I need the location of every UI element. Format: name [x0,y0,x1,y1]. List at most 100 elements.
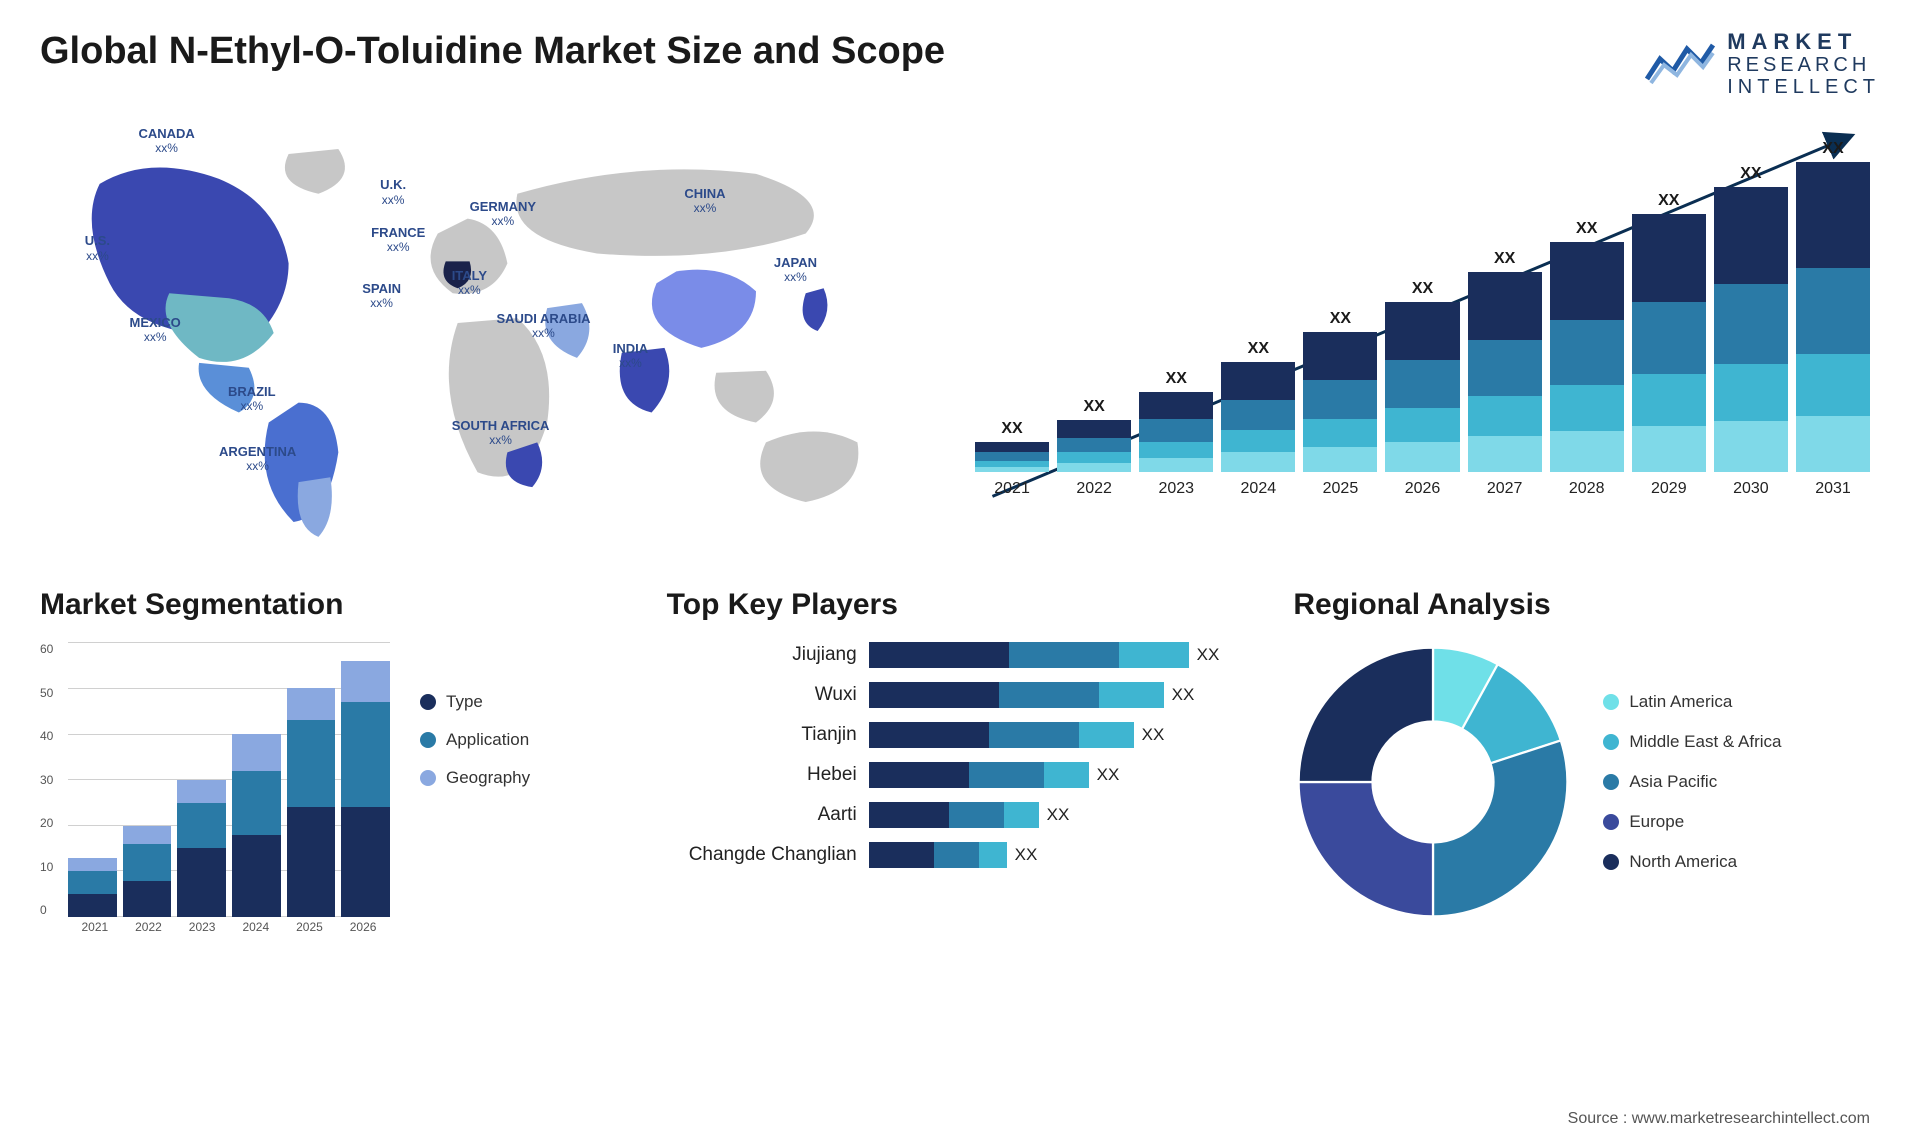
seg-year-label: 2026 [350,920,377,942]
growth-bar: XX2022 [1057,398,1131,498]
legend-label: Middle East & Africa [1629,732,1781,752]
keyplayer-value: XX [1097,765,1120,785]
keyplayer-row: Wuxi XX [667,682,1254,708]
legend-label: Europe [1629,812,1684,832]
keyplayers-chart: JiujiangXXWuxiXXTianjinXXHebeiXXAartiXXC… [667,642,1254,868]
year-label: 2027 [1487,480,1523,498]
legend-swatch [1603,854,1619,870]
donut-slice [1299,648,1433,782]
bar-value-label: XX [1001,420,1022,438]
growth-bar: XX2025 [1303,310,1377,498]
map-label: ARGENTINAxx% [219,445,296,474]
keyplayer-value: XX [1172,685,1195,705]
year-label: 2024 [1241,480,1277,498]
seg-bar [68,858,117,918]
year-label: 2023 [1158,480,1194,498]
map-label: MEXICOxx% [130,316,181,345]
map-label: SAUDI ARABIAxx% [496,312,590,341]
legend-label: Asia Pacific [1629,772,1717,792]
keyplayer-name: Wuxi [667,684,857,706]
legend-label: North America [1629,852,1737,872]
legend-swatch [1603,774,1619,790]
bar-value-label: XX [1494,250,1515,268]
regional-legend: Latin America Middle East & Africa Asia Pa… [1603,692,1781,872]
legend-item: Europe [1603,812,1781,832]
bar-value-label: XX [1576,220,1597,238]
header: Global N-Ethyl-O-Toluidine Market Size a… [40,30,1880,98]
page-title: Global N-Ethyl-O-Toluidine Market Size a… [40,30,945,73]
keyplayer-name: Changde Changlian [667,844,857,866]
legend-swatch [1603,694,1619,710]
map-label: U.K.xx% [380,178,406,207]
legend-swatch [420,732,436,748]
keyplayer-bar: XX [869,642,1254,668]
source-attribution: Source : www.marketresearchintellect.com [1568,1110,1870,1128]
legend-item: Geography [420,768,530,788]
year-label: 2026 [1405,480,1441,498]
year-label: 2029 [1651,480,1687,498]
growth-bar: XX 2021 [975,420,1049,498]
growth-bar: XX2030 [1714,165,1788,498]
map-label: SPAINxx% [362,282,401,311]
segmentation-panel: Market Segmentation 0102030405060 202120… [40,588,627,988]
year-label: 2022 [1076,480,1112,498]
year-label: 2021 [994,480,1030,498]
keyplayer-row: Jiujiang XX [667,642,1254,668]
growth-bar: XX 2027 [1468,250,1542,498]
legend-swatch [1603,814,1619,830]
legend-item: Asia Pacific [1603,772,1781,792]
keyplayer-value: XX [1047,805,1070,825]
growth-bar: XX 2029 [1632,192,1706,498]
seg-year-label: 2024 [242,920,269,942]
bar-value-label: XX [1658,192,1679,210]
bar-value-label: XX [1248,340,1269,358]
keyplayer-name: Hebei [667,764,857,786]
legend-item: Latin America [1603,692,1781,712]
legend-swatch [420,770,436,786]
legend-item: Application [420,730,530,750]
legend-label: Type [446,692,483,712]
logo-text: MARKET RESEARCH INTELLECT [1727,30,1880,98]
keyplayer-bar: XX [869,722,1254,748]
seg-bar [287,688,336,917]
legend-swatch [420,694,436,710]
growth-bar: XX 2024 [1221,340,1295,498]
brand-logo: MARKET RESEARCH INTELLECT [1645,30,1880,98]
seg-year-label: 2025 [296,920,323,942]
year-label: 2031 [1815,480,1851,498]
map-label: U.S.xx% [85,234,110,263]
seg-bar [341,661,390,918]
seg-year-label: 2021 [81,920,108,942]
legend-item: Type [420,692,530,712]
bar-value-label: XX [1822,140,1843,158]
map-label: INDIAxx% [613,342,648,371]
map-label: SOUTH AFRICAxx% [452,419,550,448]
seg-bar [232,734,281,917]
year-label: 2030 [1733,480,1769,498]
segmentation-legend: Type Application Geography [420,642,530,942]
keyplayer-bar: XX [869,762,1254,788]
keyplayer-bar: XX [869,842,1254,868]
regional-donut [1293,642,1573,922]
growth-bar: XX 2031 [1796,140,1870,498]
growth-bar: XX2026 [1385,280,1459,498]
keyplayer-value: XX [1142,725,1165,745]
keyplayers-panel: Top Key Players JiujiangXXWuxiXXTianjinX… [667,588,1254,988]
legend-swatch [1603,734,1619,750]
keyplayer-value: XX [1015,845,1038,865]
map-label: CHINAxx% [684,187,725,216]
legend-label: Latin America [1629,692,1732,712]
regional-panel: Regional Analysis Latin America Middle Ea… [1293,588,1880,988]
keyplayer-name: Jiujiang [667,644,857,666]
legend-label: Application [446,730,529,750]
seg-bar [177,780,226,917]
map-label: BRAZILxx% [228,385,276,414]
keyplayer-row: Hebei XX [667,762,1254,788]
growth-bar: XX 2023 [1139,370,1213,498]
logo-icon [1645,39,1715,89]
map-label: GERMANYxx% [470,200,536,229]
keyplayer-bar: XX [869,802,1254,828]
donut-slice [1299,782,1433,916]
bar-value-label: XX [1166,370,1187,388]
regional-title: Regional Analysis [1293,588,1880,622]
